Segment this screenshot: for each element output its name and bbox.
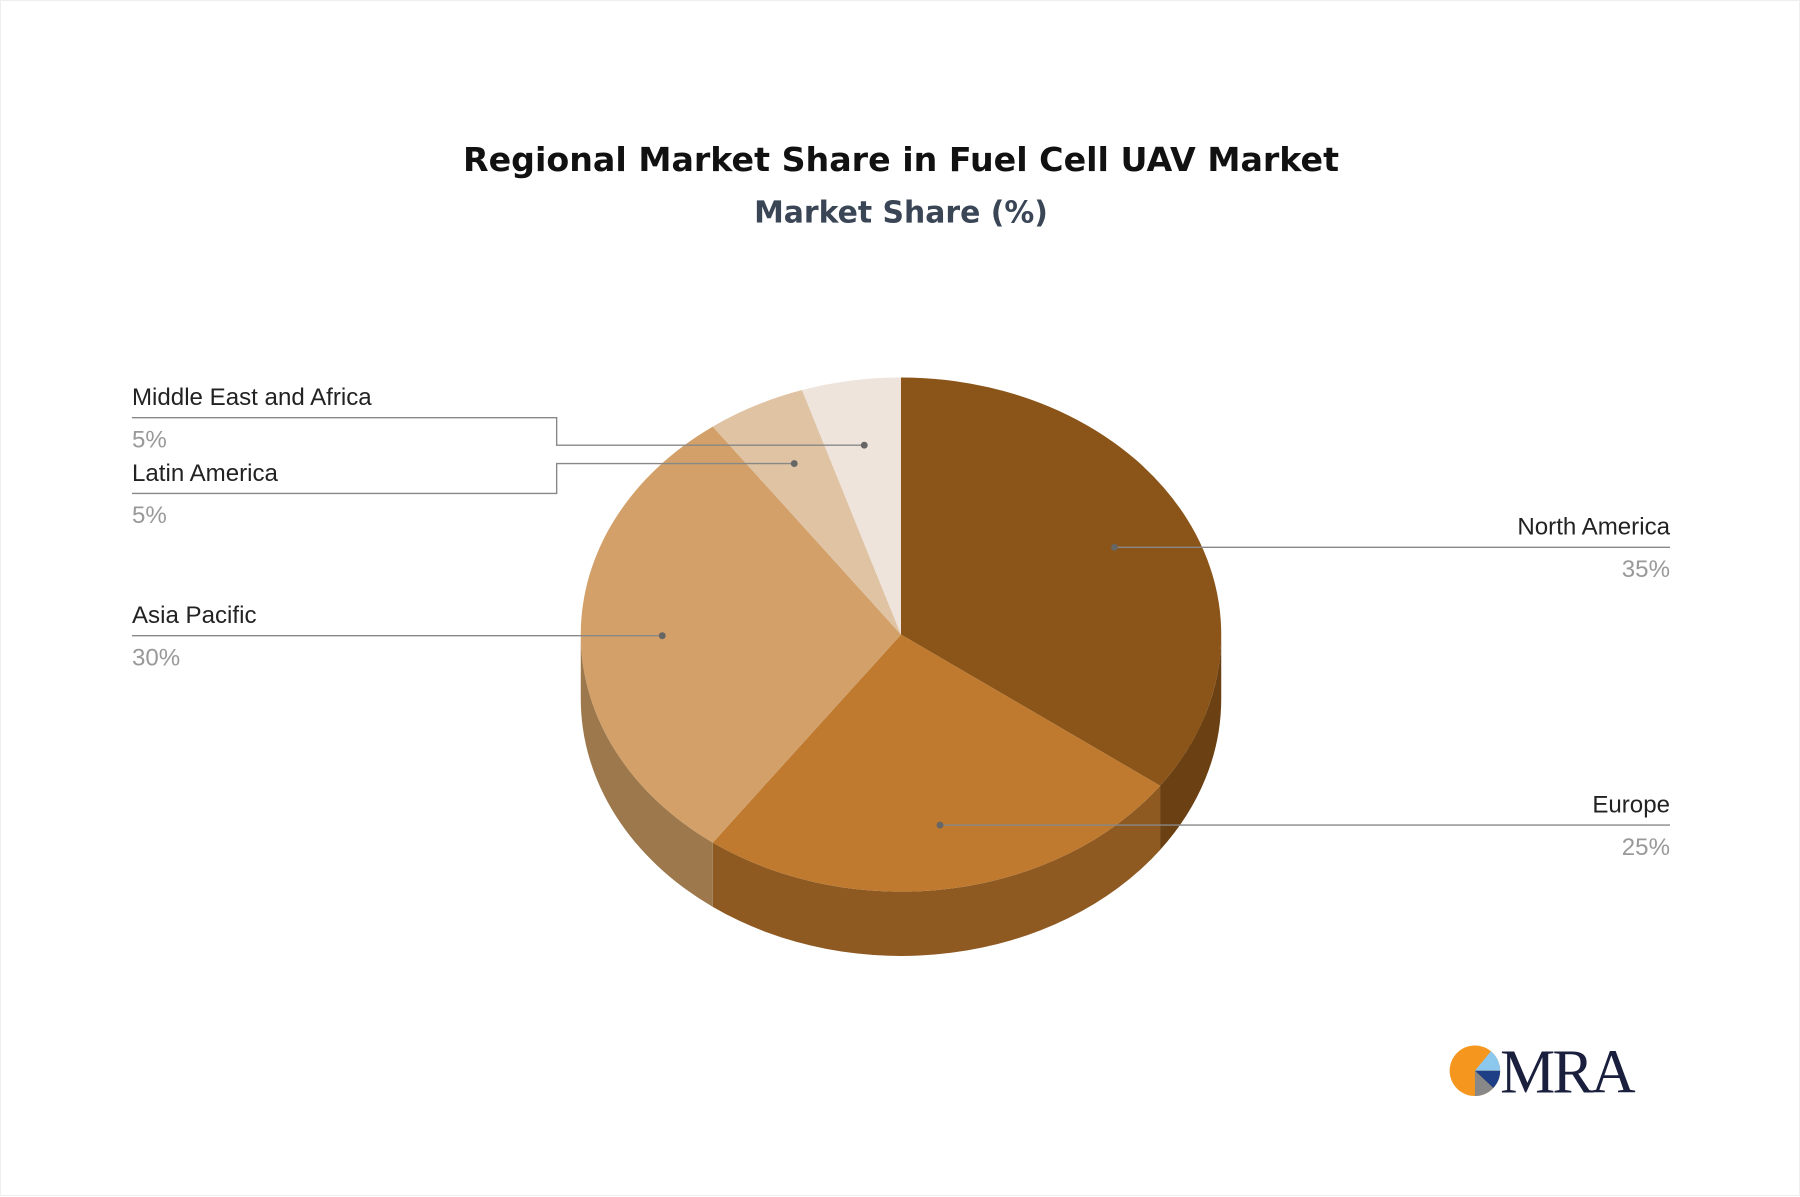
slice-label: Middle East and Africa <box>132 384 372 411</box>
mra-logo: MRA <box>1449 1039 1636 1107</box>
slice-value-label: 25% <box>1622 834 1670 861</box>
slice-label: North America <box>1517 514 1670 541</box>
pie-slice-middle-east-and-africa[interactable] <box>802 377 901 635</box>
leader-dot <box>790 460 798 468</box>
slice-label: Asia Pacific <box>132 602 257 629</box>
chart-title: Regional Market Share in Fuel Cell UAV M… <box>463 140 1339 179</box>
pie-side-0 <box>1160 634 1222 850</box>
slice-value-label: 35% <box>1622 556 1670 583</box>
pie-slice-europe[interactable] <box>712 634 1161 892</box>
pie-side-2 <box>580 634 713 907</box>
leader-dot <box>860 441 868 449</box>
pie-side-1 <box>712 785 1161 956</box>
pie-slice-asia-pacific[interactable] <box>580 426 901 843</box>
slice-value-label: 30% <box>132 645 180 672</box>
chart-subtitle: Market Share (%) <box>754 196 1048 231</box>
leader-line <box>131 416 865 446</box>
slice-value-label: 5% <box>132 502 167 529</box>
leader-line <box>131 462 795 495</box>
slice-label: Europe <box>1592 791 1670 818</box>
leader-dot <box>1111 543 1118 551</box>
pie-slice-north-america[interactable] <box>901 377 1222 786</box>
pie-slice-latin-america[interactable] <box>712 390 901 635</box>
logo-text: MRA <box>1500 1039 1636 1107</box>
slice-label: Latin America <box>132 460 279 487</box>
slice-value-label: 5% <box>132 426 167 453</box>
leader-dot <box>936 821 944 829</box>
leader-dot <box>658 632 666 640</box>
